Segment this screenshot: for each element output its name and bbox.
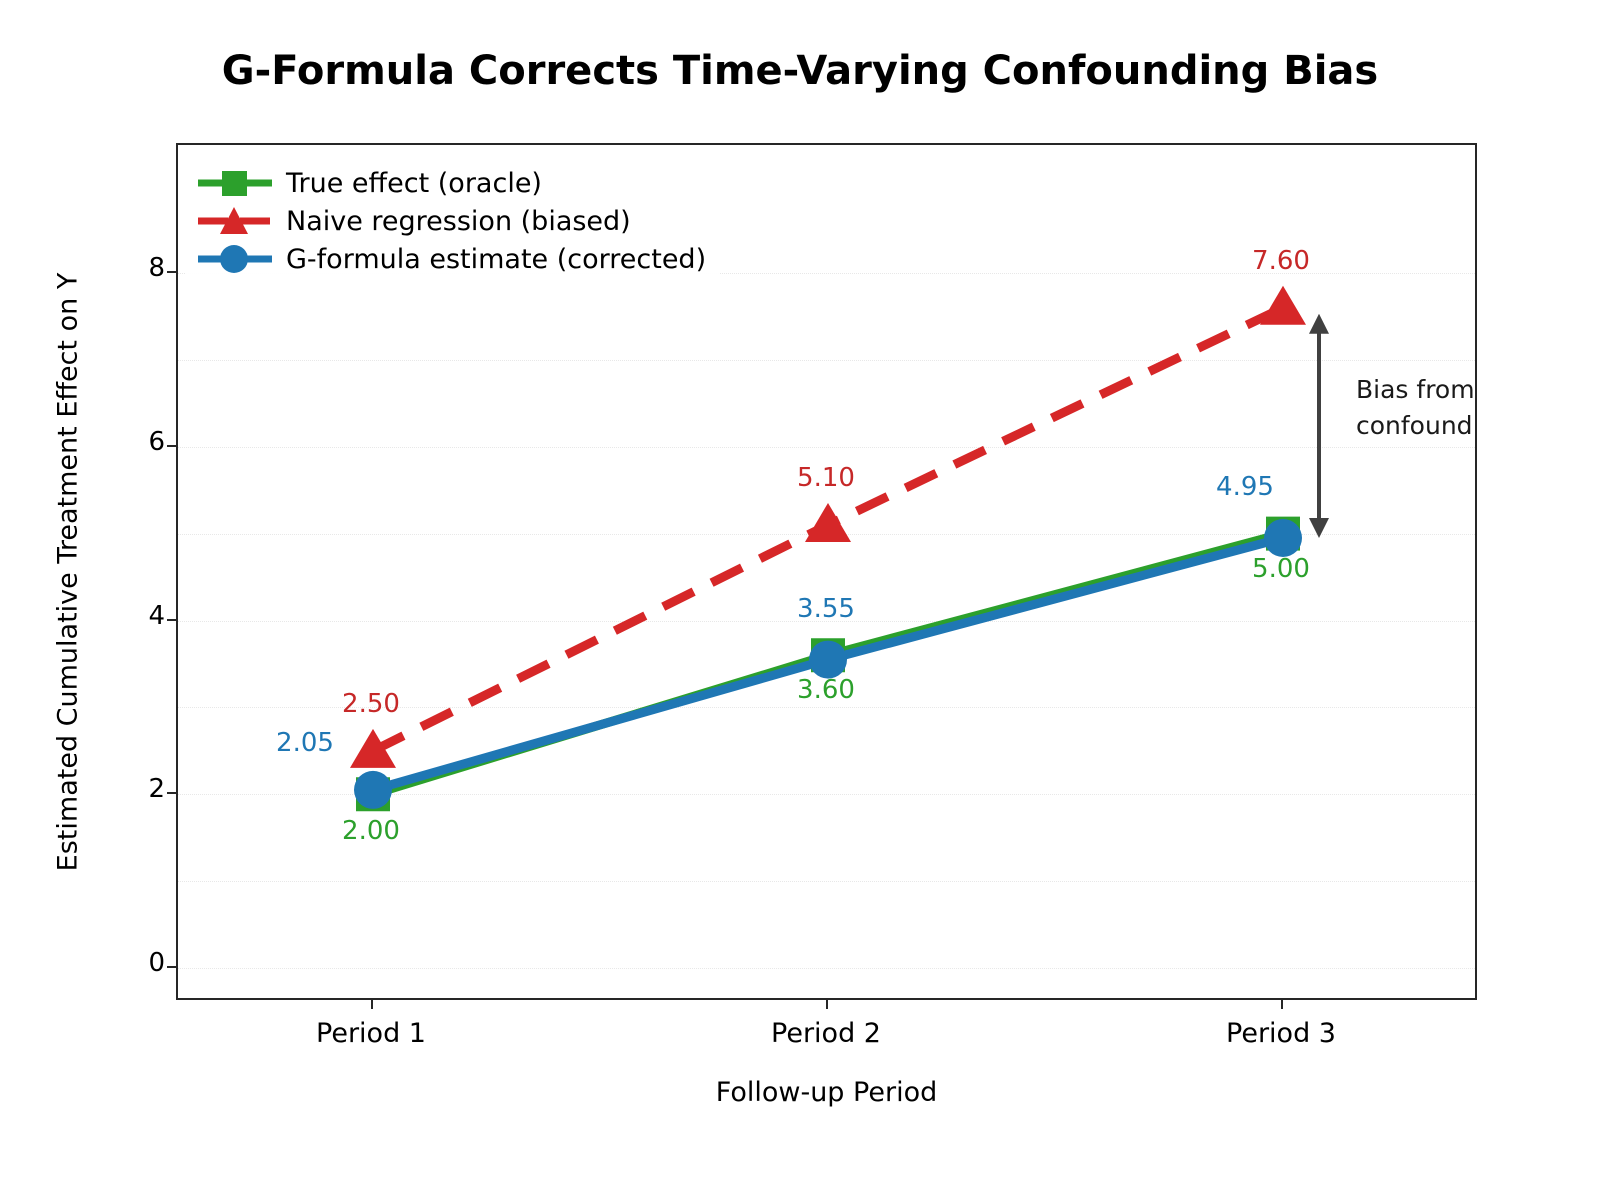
x-tick-mark (826, 1000, 828, 1009)
chart-legend: True effect (oracle) Naive regression (b… (186, 154, 721, 288)
x-tick-label: Period 2 (771, 1018, 881, 1049)
y-tick-label: 4 (148, 600, 165, 631)
value-label-gformula: 3.55 (797, 593, 855, 624)
legend-item-gformula: G-formula estimate (corrected) (196, 240, 706, 278)
y-tick-label: 2 (148, 774, 165, 805)
y-tick-label: 6 (148, 426, 165, 457)
y-tick-label: 8 (148, 253, 165, 283)
x-tick-label: Period 1 (316, 1018, 426, 1049)
y-axis-label-wrapper: Estimated Cumulative Treatment Effect on… (40, 143, 96, 1000)
legend-item-naive: Naive regression (biased) (196, 202, 706, 240)
value-label-true_effect: 3.60 (797, 675, 855, 706)
data-point-marker-triangle (350, 728, 396, 768)
data-point-marker-circle (1264, 518, 1302, 557)
y-tick-mark (167, 444, 176, 447)
legend-key-circle-icon (198, 245, 272, 273)
y-axis-label: Estimated Cumulative Treatment Effect on… (52, 272, 84, 871)
legend-key-square-icon (198, 171, 272, 196)
data-point-marker-triangle (805, 502, 851, 542)
gridline (178, 968, 1475, 969)
value-label-naive: 5.10 (797, 462, 855, 493)
value-label-true_effect: 5.00 (1252, 553, 1310, 584)
data-point-marker-circle (354, 770, 392, 809)
legend-label-true-effect: True effect (oracle) (286, 167, 542, 199)
chart-title: G-Formula Corrects Time-Varying Confound… (221, 48, 1379, 94)
gridline (178, 707, 1475, 709)
value-label-naive: 7.60 (1252, 245, 1310, 276)
y-tick-mark (167, 792, 176, 795)
data-point-marker-triangle (1260, 285, 1306, 325)
value-label-gformula: 4.95 (1216, 471, 1274, 502)
x-axis-label: Follow-up Period (715, 1077, 938, 1108)
gridline (178, 359, 1475, 361)
bias-annotation-line2: confound (1356, 411, 1473, 440)
x-tick-mark (371, 1000, 373, 1009)
y-tick-label: 0 (148, 948, 165, 978)
y-tick-mark (167, 271, 176, 273)
x-tick-mark (1281, 1000, 1283, 1009)
value-label-gformula: 2.05 (276, 727, 334, 758)
bias-annotation-line1: Bias from (1356, 375, 1475, 404)
gridline (178, 446, 1475, 448)
gridline (178, 273, 1475, 274)
value-label-naive: 2.50 (342, 688, 400, 719)
gridline (178, 881, 1475, 883)
legend-item-true-effect: True effect (oracle) (196, 164, 706, 202)
data-point-marker-circle (809, 640, 847, 679)
gridline (178, 794, 1475, 796)
legend-key-triangle-icon (198, 207, 272, 234)
series-layer (350, 285, 1329, 812)
legend-label-gformula: G-formula estimate (corrected) (286, 243, 707, 275)
legend-label-naive: Naive regression (biased) (286, 205, 631, 237)
bias-annotation: Bias from confound (1356, 372, 1586, 444)
y-tick-mark (167, 966, 176, 968)
x-tick-label: Period 3 (1226, 1018, 1336, 1049)
gridline (178, 620, 1475, 622)
value-label-true_effect: 2.00 (342, 816, 400, 847)
y-tick-mark (167, 618, 176, 621)
